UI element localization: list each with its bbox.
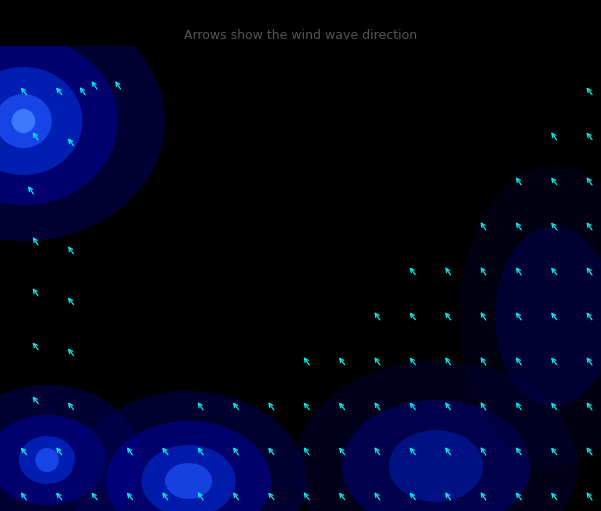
Ellipse shape [495,226,601,406]
Ellipse shape [0,94,52,148]
Ellipse shape [12,109,35,133]
Ellipse shape [0,37,118,205]
Ellipse shape [19,436,75,484]
Ellipse shape [294,361,578,511]
Text: Arrows show the wind wave direction: Arrows show the wind wave direction [184,29,417,42]
Ellipse shape [0,67,82,175]
Ellipse shape [165,463,212,499]
Ellipse shape [0,385,141,511]
Ellipse shape [106,421,271,511]
Ellipse shape [389,430,483,502]
Ellipse shape [0,1,165,241]
Ellipse shape [342,400,530,511]
Ellipse shape [0,415,106,505]
Text: Secondary Swell energy on Monday 24 Mar at 5am SAST: Secondary Swell energy on Monday 24 Mar … [65,6,536,24]
Ellipse shape [71,391,307,511]
Ellipse shape [460,166,601,466]
Ellipse shape [141,445,236,511]
Ellipse shape [35,448,59,472]
